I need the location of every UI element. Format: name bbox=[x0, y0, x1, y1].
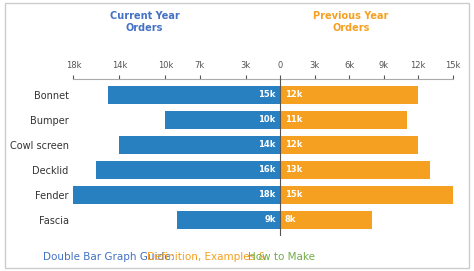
Text: Double Bar Graph Guide:: Double Bar Graph Guide: bbox=[43, 251, 177, 262]
Text: 12k: 12k bbox=[285, 140, 302, 149]
Text: 12k: 12k bbox=[285, 90, 302, 99]
Text: 13k: 13k bbox=[285, 165, 302, 174]
Text: Current Year
Orders: Current Year Orders bbox=[109, 11, 180, 33]
Text: How to Make: How to Make bbox=[247, 251, 315, 262]
Bar bbox=[73, 186, 280, 204]
Bar bbox=[280, 186, 453, 204]
Bar bbox=[119, 136, 280, 154]
Text: 15k: 15k bbox=[285, 190, 302, 199]
Bar bbox=[280, 161, 430, 179]
Bar bbox=[280, 136, 418, 154]
Text: Previous Year
Orders: Previous Year Orders bbox=[313, 11, 389, 33]
Bar bbox=[96, 161, 280, 179]
Bar bbox=[280, 111, 407, 129]
Bar bbox=[177, 211, 280, 229]
Bar bbox=[108, 86, 280, 104]
Text: 16k: 16k bbox=[258, 165, 276, 174]
Text: 18k: 18k bbox=[258, 190, 276, 199]
Text: 9k: 9k bbox=[264, 215, 276, 224]
Text: 10k: 10k bbox=[258, 115, 276, 124]
Text: 11k: 11k bbox=[285, 115, 302, 124]
Text: Definition, Examples &: Definition, Examples & bbox=[147, 251, 270, 262]
Text: 14k: 14k bbox=[258, 140, 276, 149]
Text: 15k: 15k bbox=[258, 90, 276, 99]
Bar bbox=[280, 86, 418, 104]
Bar bbox=[280, 211, 372, 229]
Text: 8k: 8k bbox=[285, 215, 296, 224]
Bar bbox=[165, 111, 280, 129]
